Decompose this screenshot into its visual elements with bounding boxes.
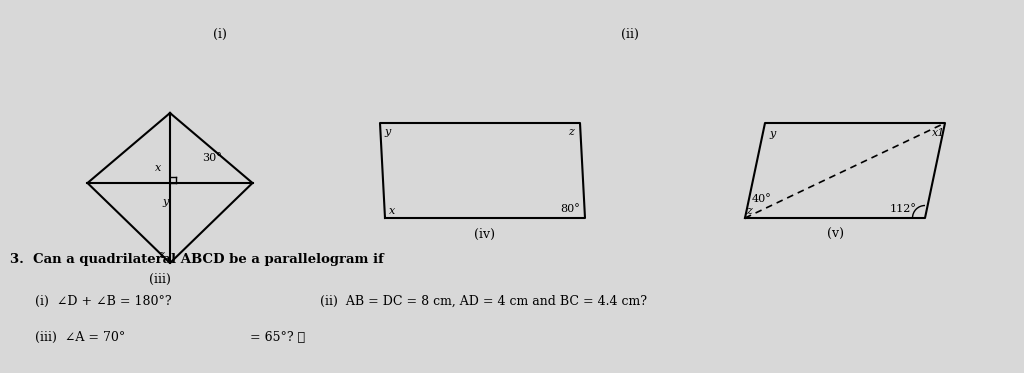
- Text: (v): (v): [826, 228, 844, 241]
- Text: z: z: [568, 127, 573, 137]
- Text: x: x: [155, 163, 161, 173]
- Text: = 65°? ✓: = 65°? ✓: [250, 331, 305, 344]
- Text: (iii): (iii): [150, 273, 171, 286]
- Text: 3.  Can a quadrilateral ABCD be a parallelogram if: 3. Can a quadrilateral ABCD be a paralle…: [10, 253, 384, 266]
- Text: (i): (i): [213, 28, 227, 41]
- Text: y: y: [384, 127, 390, 137]
- Text: (ii)  AB = DC = 8 cm, AD = 4 cm and BC = 4.4 cm?: (ii) AB = DC = 8 cm, AD = 4 cm and BC = …: [319, 295, 647, 308]
- Text: (ii): (ii): [622, 28, 639, 41]
- Text: x: x: [389, 206, 395, 216]
- Text: (iii)  ∠A = 70°: (iii) ∠A = 70°: [35, 331, 125, 344]
- Text: z: z: [158, 250, 164, 260]
- Text: y: y: [162, 197, 168, 207]
- Text: 112°: 112°: [890, 204, 916, 214]
- Text: x1: x1: [932, 128, 945, 138]
- Text: (iv): (iv): [474, 228, 496, 241]
- Text: y: y: [769, 129, 775, 139]
- Text: (i)  ∠D + ∠B = 180°?: (i) ∠D + ∠B = 180°?: [35, 295, 172, 308]
- Text: 30°: 30°: [202, 153, 222, 163]
- Text: z: z: [746, 206, 752, 216]
- Text: 80°: 80°: [560, 204, 580, 214]
- Text: 40°: 40°: [752, 194, 772, 204]
